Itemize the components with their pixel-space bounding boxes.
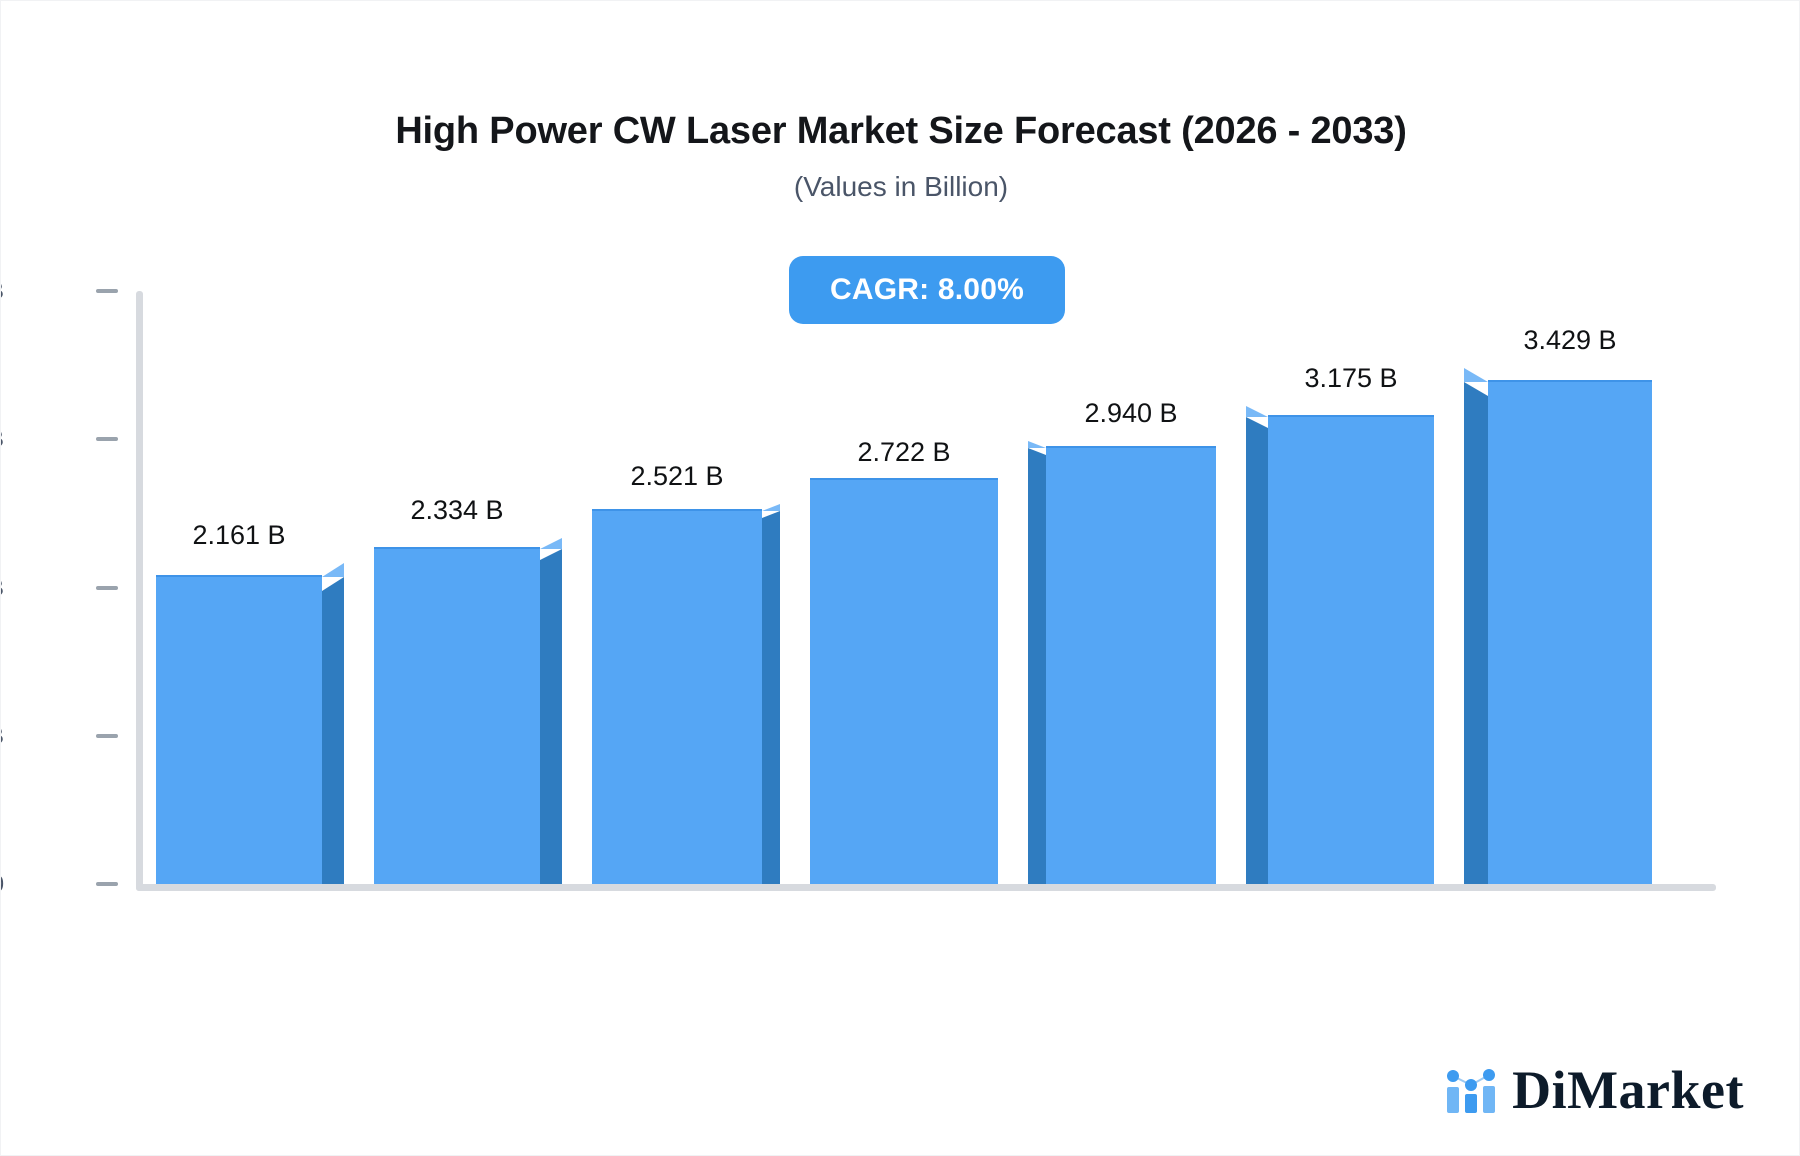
y-tick-label-3: 3.0B (1, 426, 4, 453)
bar-front-face (374, 547, 540, 884)
y-tick-label-1: 1.0B (1, 723, 4, 750)
bar-top-face (322, 563, 344, 577)
bar-front-face (1488, 380, 1652, 884)
y-tick-label-0: 0 (1, 871, 4, 898)
bar-value-label: 2.940 B (1084, 398, 1178, 428)
bar-value-label: 2.722 B (857, 437, 951, 467)
bar-top-face (1028, 441, 1046, 448)
y-tick-mark-2 (96, 586, 118, 590)
bar-front-face (156, 575, 322, 884)
bar-side-face (540, 549, 562, 884)
chart-title: High Power CW Laser Market Size Forecast… (395, 110, 1407, 152)
chart-header: High Power CW Laser Market Size Forecast… (1, 109, 1799, 203)
cagr-badge-label: CAGR: 8.00% (830, 273, 1024, 306)
bar-side-face (762, 511, 780, 884)
bar-top-face (540, 538, 562, 549)
cagr-badge: CAGR: 8.00% (789, 256, 1065, 324)
bar-side-face (1464, 382, 1488, 884)
brand-logo: DiMarket (1444, 1063, 1744, 1117)
bar-value-label: 2.521 B (630, 461, 724, 491)
y-tick-label-2: 2.0B (1, 575, 4, 602)
bar-2031: 3.429 B (1464, 325, 1652, 884)
bar-side-face (1028, 448, 1046, 884)
bar-front-face (1268, 415, 1434, 884)
y-tick-mark-3 (96, 437, 118, 441)
bar-2027: 2.521 B (592, 461, 780, 884)
y-axis-spine (136, 291, 143, 891)
bar-2029: 2.940 B (1028, 398, 1216, 884)
bar-top-face (1464, 368, 1488, 382)
bar-top-face (1246, 406, 1268, 417)
bar-chart-logo-icon (1447, 1069, 1496, 1113)
bar-value-label: 2.334 B (410, 495, 504, 525)
bar-side-face (322, 577, 344, 884)
bar-front-face (592, 509, 762, 884)
bar-front-face (1046, 446, 1216, 884)
bar-2026: 2.334 B (374, 495, 562, 884)
bar-side-face (1246, 417, 1268, 884)
bar-front-face (810, 478, 998, 884)
bar-value-label: 2.161 B (192, 520, 286, 550)
bar-2030: 3.175 B (1246, 363, 1434, 884)
y-tick-label-4: 4.0B (1, 278, 4, 305)
bar-value-label: 3.175 B (1304, 363, 1398, 393)
brand-name: DiMarket (1512, 1060, 1744, 1120)
x-axis-baseline (136, 884, 1716, 891)
y-tick-mark-4 (96, 289, 118, 293)
bar-2025: 2.161 B (156, 520, 344, 884)
plot-area: 4.0B 3.0B 2.0B 1.0B 0 2.161 B 2.334 B (1, 278, 1716, 897)
chart-subtitle: (Values in Billion) (793, 170, 1009, 202)
bar-top-face (762, 504, 780, 511)
bar-value-label: 3.429 B (1523, 325, 1617, 355)
y-tick-mark-1 (96, 734, 118, 738)
bar-2028: 2.722 B (810, 437, 998, 884)
y-tick-mark-0 (96, 882, 118, 886)
